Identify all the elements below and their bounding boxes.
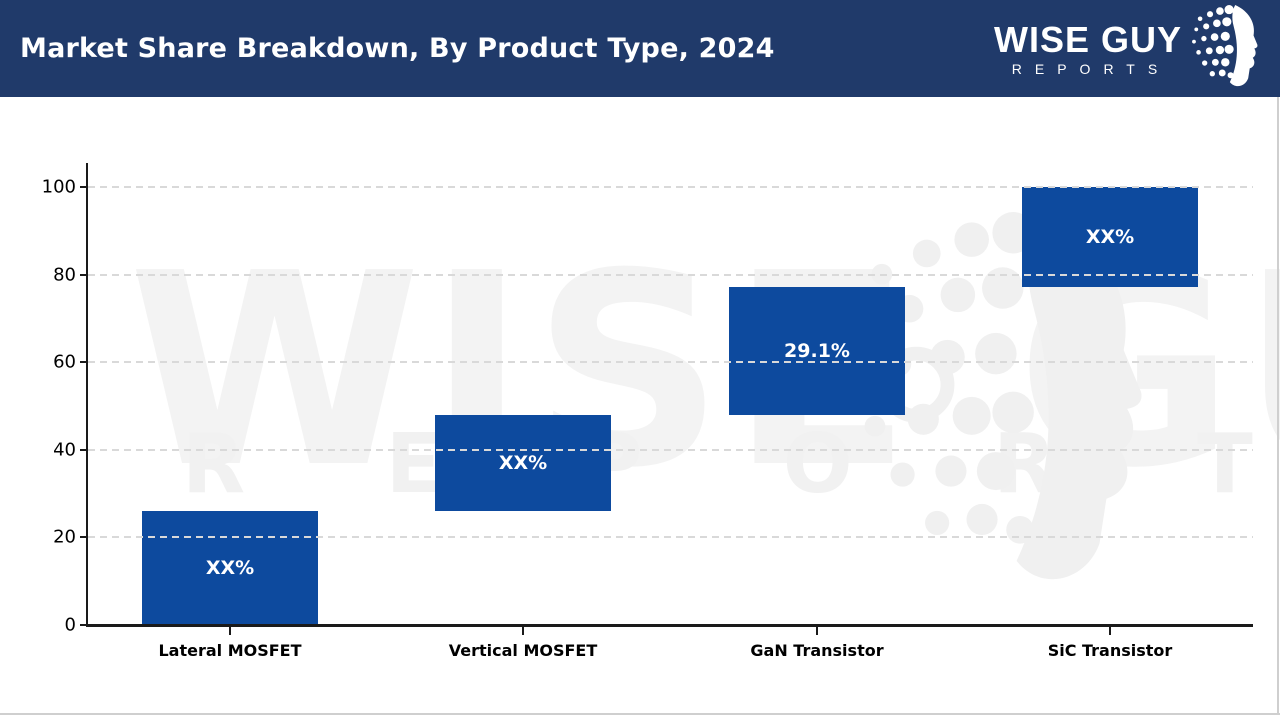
bar-value-label: 29.1%: [784, 340, 850, 363]
x-axis-category-label: SiC Transistor: [1047, 641, 1173, 660]
right-border-line: [1277, 97, 1279, 715]
x-axis-category-label: Vertical MOSFET: [448, 641, 598, 660]
bar: XX%: [142, 511, 318, 625]
y-axis-tick-label: 20: [53, 526, 76, 548]
gridline: [88, 273, 1253, 276]
logo-text: WISE GUY REPORTS: [993, 18, 1182, 77]
gridline: [88, 536, 1253, 539]
bar-value-label: XX%: [205, 557, 255, 580]
logo-wordmark: WISE GUY: [993, 18, 1182, 60]
y-axis-tick-label: 80: [53, 264, 76, 286]
y-axis-spine: [86, 163, 88, 625]
y-axis-tick: [80, 361, 88, 364]
y-axis-tick-label: 40: [53, 439, 76, 461]
bar: 29.1%: [729, 287, 905, 415]
y-axis-tick: [80, 536, 88, 539]
logo-face-icon: [1184, 4, 1262, 93]
y-axis-tick: [80, 273, 88, 276]
y-axis-tick: [80, 186, 88, 188]
y-axis-tick-label: 0: [64, 614, 76, 636]
chart-title: Market Share Breakdown, By Product Type,…: [20, 33, 775, 64]
x-axis-tick: [229, 627, 231, 635]
gridline: [88, 361, 1253, 364]
wise-guy-reports-logo: WISE GUY REPORTS: [993, 4, 1262, 93]
bar-value-label: XX%: [1085, 226, 1135, 249]
gridline: [88, 186, 1253, 188]
x-axis-category-label: Lateral MOSFET: [158, 641, 302, 660]
bottom-border-line: [0, 713, 1280, 715]
x-axis-tick: [522, 627, 524, 635]
header-bar: Market Share Breakdown, By Product Type,…: [0, 0, 1280, 97]
x-axis-category-label: GaN Transistor: [750, 641, 884, 660]
bar: XX%: [435, 414, 611, 512]
logo-subtitle: REPORTS: [1011, 60, 1171, 77]
bar-value-label: XX%: [498, 451, 548, 474]
y-axis-tick: [80, 448, 88, 451]
gridline: [88, 448, 1253, 451]
x-axis-spine: [86, 624, 1253, 627]
y-axis-tick: [80, 624, 88, 626]
x-axis-tick: [816, 627, 818, 635]
y-axis-tick-label: 100: [41, 176, 76, 198]
bar: XX%: [1022, 187, 1198, 288]
x-axis-tick: [1109, 627, 1111, 635]
y-axis-tick-label: 60: [53, 351, 76, 373]
